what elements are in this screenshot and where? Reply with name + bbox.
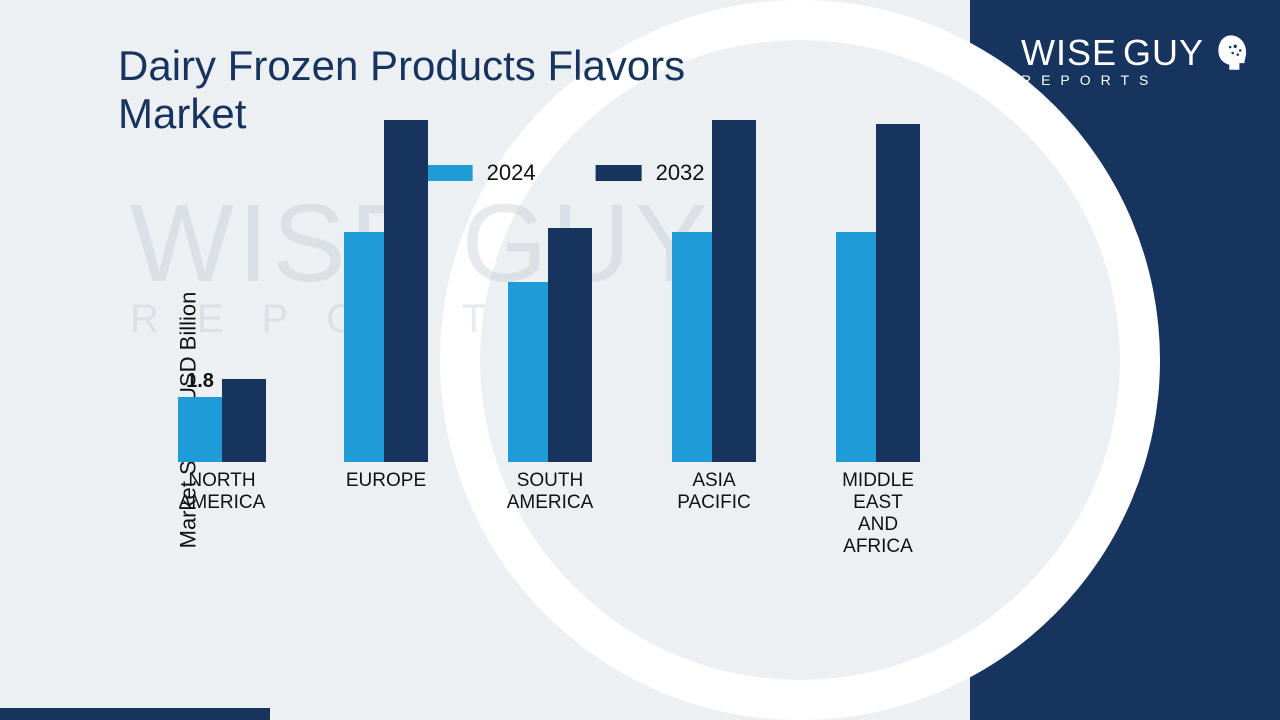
bar-pair <box>672 102 756 462</box>
logo-word-1: WISE <box>1021 32 1117 74</box>
bar-group: ASIAPACIFIC <box>639 102 789 560</box>
logo-word-2: GUY <box>1123 32 1204 74</box>
bar-pair <box>508 102 592 462</box>
chart: Market Size in USD Billion 2024 2032 1.8… <box>60 160 960 680</box>
bar-pair <box>836 102 920 462</box>
bar <box>344 232 388 462</box>
bar-group: MIDDLEEASTANDAFRICA <box>803 102 953 560</box>
bar <box>222 379 266 462</box>
bar-pair <box>344 102 428 462</box>
category-label: NORTHAMERICA <box>179 470 266 560</box>
bar-value-label: 1.8 <box>178 370 222 393</box>
bar-group: EUROPE <box>311 102 461 560</box>
page: WISE GUY REPORTS Dairy Frozen Products F… <box>0 0 1280 720</box>
category-label: ASIAPACIFIC <box>677 470 751 560</box>
footer-accent <box>0 708 270 720</box>
logo-sub: REPORTS <box>1021 72 1212 88</box>
bar <box>178 397 222 462</box>
bar-group: 1.8 NORTHAMERICA <box>147 102 297 560</box>
category-label: SOUTHAMERICA <box>507 470 594 560</box>
bar <box>548 228 592 462</box>
bar <box>508 282 552 462</box>
bar-group: SOUTHAMERICA <box>475 102 625 560</box>
category-label: EUROPE <box>346 470 426 560</box>
bar <box>384 120 428 462</box>
bar <box>672 232 716 462</box>
bar <box>876 124 920 462</box>
plot-area: 1.8 NORTHAMERICA EUROPE SOUTHAMERICA ASIAPAC… <box>140 200 960 560</box>
bar <box>712 120 756 462</box>
logo-main: WISE GUY <box>1021 32 1252 74</box>
bar <box>836 232 880 462</box>
bar-pair: 1.8 <box>178 102 266 462</box>
bar-groups: 1.8 NORTHAMERICA EUROPE SOUTHAMERICA ASIAPAC… <box>140 200 960 560</box>
brand-logo: WISE GUY REPORTS <box>1021 32 1252 88</box>
head-icon <box>1210 32 1252 74</box>
category-label: MIDDLEEASTANDAFRICA <box>842 470 914 560</box>
